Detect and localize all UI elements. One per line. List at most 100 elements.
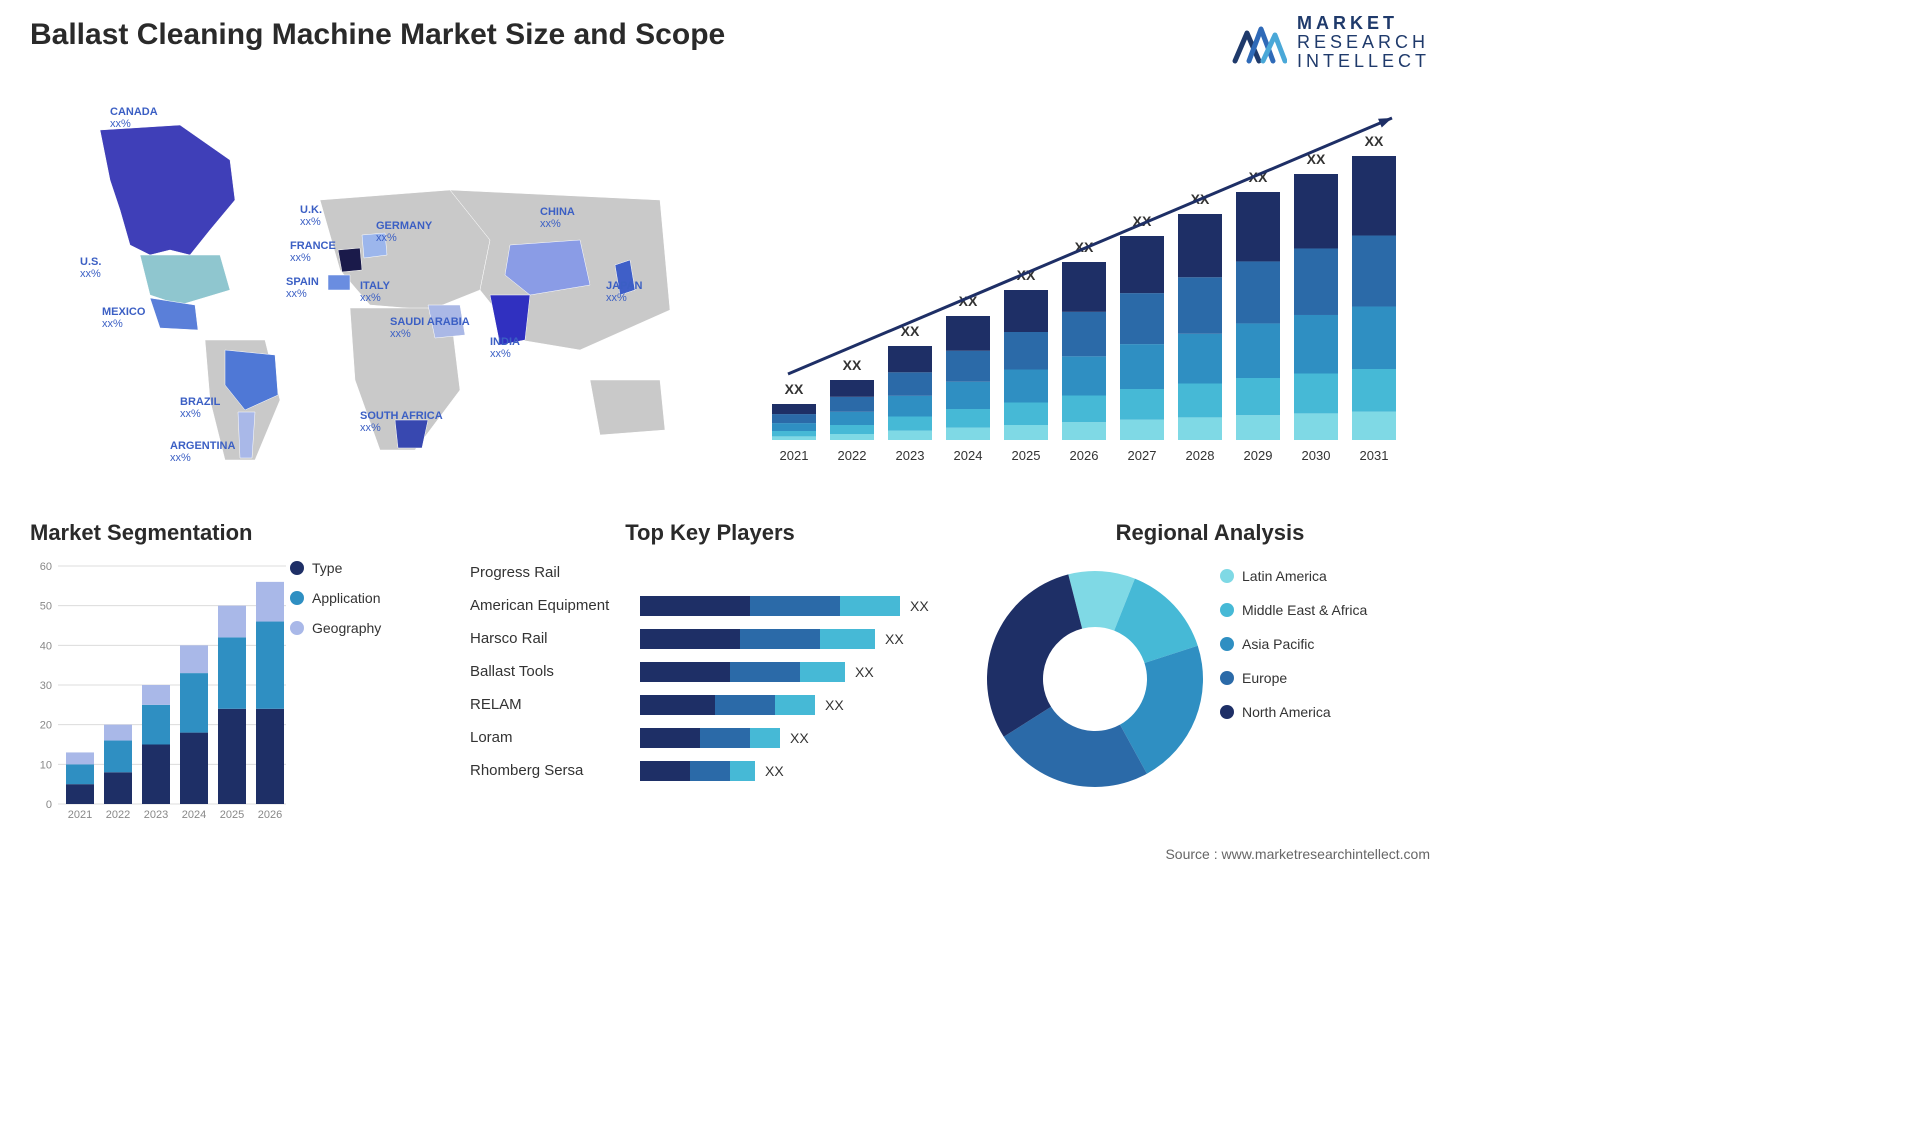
player-name: Rhomberg Sersa [470, 762, 640, 779]
segmentation-title: Market Segmentation [30, 520, 450, 546]
player-bar [640, 728, 780, 748]
player-bar-wrap: XX [640, 695, 950, 715]
legend-item: Geography [290, 620, 381, 636]
legend-item: Application [290, 590, 381, 606]
legend-label: Application [312, 590, 381, 606]
legend-item: Type [290, 560, 381, 576]
player-bar-segment [690, 761, 730, 781]
player-bar-wrap: XX [640, 728, 950, 748]
players-title: Top Key Players [470, 520, 950, 546]
segmentation-chart: 0102030405060202120222023202420252026 [30, 558, 290, 828]
player-row: RELAMXX [470, 688, 950, 721]
map-label: SOUTH AFRICAxx% [360, 410, 443, 434]
regional-title: Regional Analysis [980, 520, 1440, 546]
map-label: GERMANYxx% [376, 220, 432, 244]
svg-text:0: 0 [46, 799, 52, 811]
svg-text:50: 50 [40, 601, 52, 613]
player-bar-segment [730, 761, 755, 781]
logo-line3: INTELLECT [1297, 52, 1430, 71]
legend-item: Asia Pacific [1220, 636, 1367, 652]
map-label: CHINAxx% [540, 206, 575, 230]
legend-label: North America [1242, 704, 1331, 720]
segmentation-section: Market Segmentation 01020304050602021202… [30, 520, 450, 833]
svg-text:2024: 2024 [182, 809, 206, 821]
legend-dot [1220, 637, 1234, 651]
svg-text:XX: XX [1365, 133, 1384, 149]
player-bar-segment [640, 596, 750, 616]
svg-text:2025: 2025 [1012, 448, 1041, 463]
player-value: XX [910, 598, 929, 614]
map-label: MEXICOxx% [102, 306, 145, 330]
legend-dot [1220, 705, 1234, 719]
svg-text:2024: 2024 [954, 448, 983, 463]
donut-svg [980, 564, 1210, 794]
map-label: SPAINxx% [286, 276, 319, 300]
player-name: Progress Rail [470, 564, 640, 581]
player-name: American Equipment [470, 597, 640, 614]
legend-dot [1220, 603, 1234, 617]
legend-label: Geography [312, 620, 381, 636]
svg-text:2021: 2021 [780, 448, 809, 463]
player-bar-wrap: XX [640, 761, 950, 781]
legend-item: North America [1220, 704, 1367, 720]
svg-text:XX: XX [785, 381, 804, 397]
svg-text:2026: 2026 [258, 809, 282, 821]
svg-text:2028: 2028 [1186, 448, 1215, 463]
svg-text:2023: 2023 [896, 448, 925, 463]
svg-text:60: 60 [40, 561, 52, 573]
player-value: XX [790, 730, 809, 746]
player-value: XX [855, 664, 874, 680]
player-bar-wrap: XX [640, 662, 950, 682]
players-section: Top Key Players Progress Rail American Eq… [470, 520, 950, 787]
player-name: Loram [470, 729, 640, 746]
map-label: U.K.xx% [300, 204, 322, 228]
page-title: Ballast Cleaning Machine Market Size and… [30, 18, 725, 52]
player-bar-segment [640, 695, 715, 715]
svg-text:40: 40 [40, 640, 52, 652]
svg-text:2022: 2022 [838, 448, 867, 463]
player-row: Progress Rail [470, 556, 950, 589]
player-row: Harsco RailXX [470, 622, 950, 655]
svg-text:2022: 2022 [106, 809, 130, 821]
player-bar-wrap: XX [640, 629, 950, 649]
map-label: BRAZILxx% [180, 396, 220, 420]
svg-text:2023: 2023 [144, 809, 168, 821]
segmentation-legend: Type Application Geography [290, 560, 381, 650]
map-label: SAUDI ARABIAxx% [390, 316, 470, 340]
logo: MARKET RESEARCH INTELLECT [1231, 14, 1430, 71]
regional-section: Regional Analysis Latin AmericaMiddle Ea… [980, 520, 1440, 546]
legend-label: Middle East & Africa [1242, 602, 1367, 618]
legend-dot [290, 621, 304, 635]
player-bar-segment [800, 662, 845, 682]
logo-line2: RESEARCH [1297, 33, 1430, 52]
svg-text:2027: 2027 [1128, 448, 1157, 463]
player-bar-segment [775, 695, 815, 715]
regional-legend: Latin America Middle East & Africa Asia Pa… [1220, 568, 1367, 738]
player-name: RELAM [470, 696, 640, 713]
legend-label: Asia Pacific [1242, 636, 1314, 652]
map-label: ITALYxx% [360, 280, 390, 304]
svg-text:2031: 2031 [1360, 448, 1389, 463]
legend-dot [290, 561, 304, 575]
player-bar-segment [700, 728, 750, 748]
legend-label: Europe [1242, 670, 1287, 686]
svg-text:10: 10 [40, 759, 52, 771]
players-list: Progress RailAmerican EquipmentXXHarsco … [470, 556, 950, 787]
legend-dot [1220, 569, 1234, 583]
player-bar-segment [640, 629, 740, 649]
player-bar [640, 761, 755, 781]
player-value: XX [765, 763, 784, 779]
player-bar-segment [730, 662, 800, 682]
legend-item: Europe [1220, 670, 1367, 686]
player-value: XX [885, 631, 904, 647]
source-text: Source : www.marketresearchintellect.com [1165, 846, 1430, 862]
player-row: American Equipment XX [470, 589, 950, 622]
player-bar-wrap: XX [640, 596, 950, 616]
bar-chart-svg: 2021XX2022XX2023XX2024XX2025XX2026XX2027… [760, 90, 1420, 480]
legend-label: Latin America [1242, 568, 1327, 584]
svg-text:2025: 2025 [220, 809, 244, 821]
player-bar [640, 662, 845, 682]
legend-label: Type [312, 560, 342, 576]
svg-text:2030: 2030 [1302, 448, 1331, 463]
svg-text:XX: XX [843, 357, 862, 373]
